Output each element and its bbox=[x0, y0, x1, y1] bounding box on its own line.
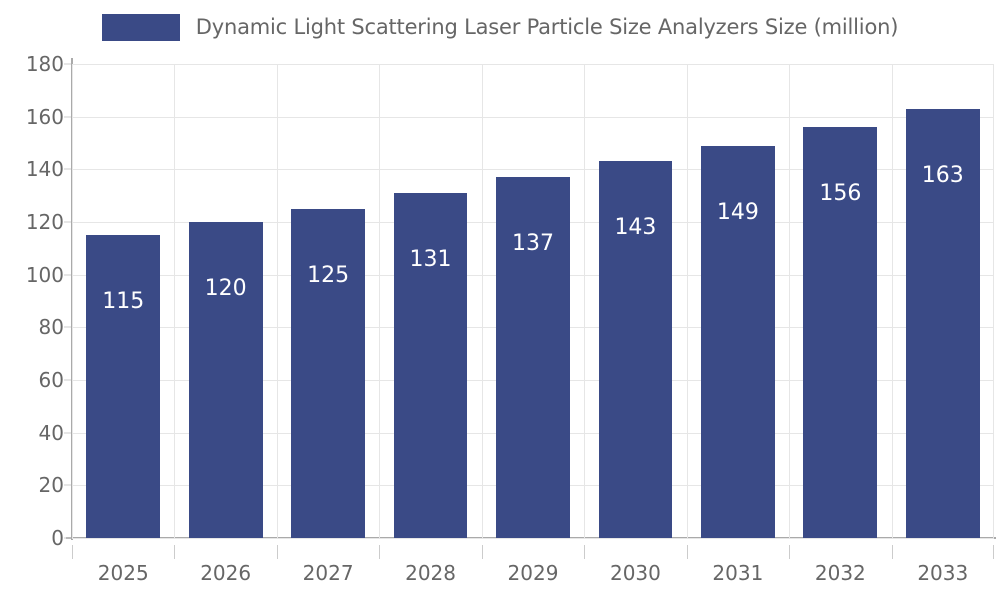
bar-value-label: 163 bbox=[921, 162, 964, 188]
x-axis-tick-mark bbox=[174, 545, 176, 559]
y-axis-tick-mark bbox=[64, 379, 71, 381]
y-axis-ticks: 0 20 40 60 80 100 120 140 160 180 bbox=[0, 54, 71, 548]
gridline-vertical bbox=[174, 64, 176, 538]
x-axis-tick-label: 2025 bbox=[97, 561, 149, 585]
gridline-vertical bbox=[789, 64, 791, 538]
legend-label: Dynamic Light Scattering Laser Particle … bbox=[195, 15, 899, 39]
y-axis-tick-label: 140 bbox=[25, 157, 64, 182]
x-axis-tick-label: 2027 bbox=[302, 561, 354, 585]
gridline-vertical bbox=[276, 64, 278, 538]
bar-value-label: 120 bbox=[204, 276, 247, 301]
y-axis-tick-label: 180 bbox=[25, 52, 64, 76]
x-axis-tick-label: 2030 bbox=[609, 561, 661, 585]
bar-value-label: 156 bbox=[819, 181, 862, 207]
y-axis-tick-mark bbox=[64, 432, 71, 434]
x-axis-tick-label: 2026 bbox=[200, 561, 252, 585]
y-axis-tick-mark bbox=[64, 168, 71, 170]
x-axis-tick-mark bbox=[379, 545, 381, 559]
x-axis-tick-mark bbox=[276, 545, 278, 559]
bar-value-label: 115 bbox=[102, 289, 145, 315]
gridline-horizontal bbox=[72, 64, 994, 65]
gridline-horizontal bbox=[72, 116, 994, 118]
bar[interactable]: 137 bbox=[496, 177, 570, 538]
gridline-vertical bbox=[379, 64, 381, 538]
bar[interactable]: 131 bbox=[393, 193, 468, 538]
bar-value-label: 137 bbox=[511, 231, 554, 257]
gridline-vertical bbox=[584, 64, 586, 538]
y-axis-tick-label: 160 bbox=[25, 104, 64, 129]
gridline-horizontal bbox=[72, 169, 994, 171]
bar[interactable]: 115 bbox=[86, 235, 161, 538]
x-axis-tick-label: 2032 bbox=[814, 561, 866, 585]
gridline-vertical bbox=[72, 64, 73, 538]
y-axis-tick-mark bbox=[64, 537, 71, 539]
y-axis-tick-mark bbox=[64, 326, 71, 328]
x-axis-tick-label: 2029 bbox=[507, 561, 559, 585]
bar[interactable]: 156 bbox=[803, 127, 878, 538]
x-axis-tick-mark bbox=[72, 545, 73, 559]
legend-color-swatch bbox=[101, 13, 180, 41]
y-axis-tick-label: 40 bbox=[38, 420, 64, 445]
bar[interactable]: 125 bbox=[291, 208, 365, 538]
bar-value-label: 125 bbox=[307, 262, 350, 288]
legend-item[interactable]: Dynamic Light Scattering Laser Particle … bbox=[101, 13, 899, 41]
bar-value-label: 143 bbox=[614, 215, 657, 241]
y-axis-tick-mark bbox=[64, 116, 71, 118]
x-axis-tick-mark bbox=[891, 545, 893, 559]
y-axis-tick-label: 80 bbox=[38, 315, 64, 340]
x-axis-tick-label: 2031 bbox=[712, 561, 764, 585]
y-axis-tick-mark bbox=[64, 484, 71, 486]
x-axis-tick-mark bbox=[686, 545, 688, 559]
bar-value-label: 149 bbox=[716, 199, 759, 225]
gridline-vertical bbox=[686, 64, 688, 538]
bar[interactable]: 120 bbox=[188, 222, 263, 538]
bar-value-label: 131 bbox=[409, 247, 452, 273]
y-axis-tick-label: 120 bbox=[25, 210, 64, 234]
x-axis-tick-mark bbox=[789, 545, 791, 559]
x-axis-tick-mark bbox=[993, 545, 994, 559]
gridline-vertical bbox=[891, 64, 893, 538]
plot-area: 115 120 125 131 137 143 149 156 163 bbox=[72, 64, 994, 539]
x-axis-tick-mark bbox=[481, 545, 483, 559]
x-axis-tick-label: 2028 bbox=[405, 561, 456, 585]
x-axis-tick-label: 2033 bbox=[917, 561, 969, 585]
y-axis-tick-label: 20 bbox=[38, 473, 64, 498]
gridline-vertical bbox=[993, 64, 994, 538]
gridline-horizontal bbox=[72, 538, 994, 539]
chart-legend: Dynamic Light Scattering Laser Particle … bbox=[0, 0, 1000, 54]
y-axis-tick-mark bbox=[64, 221, 71, 223]
x-axis-tick-mark bbox=[584, 545, 586, 559]
bar[interactable]: 143 bbox=[598, 161, 673, 538]
bar[interactable]: 149 bbox=[701, 145, 775, 538]
y-axis-tick-label: 0 bbox=[51, 526, 64, 550]
gridline-vertical bbox=[481, 64, 483, 538]
bar[interactable]: 163 bbox=[905, 108, 980, 538]
y-axis-tick-label: 100 bbox=[25, 262, 64, 287]
y-axis-tick-mark bbox=[64, 274, 71, 276]
y-axis-tick-label: 60 bbox=[38, 368, 64, 392]
y-axis-tick-mark bbox=[64, 63, 71, 65]
x-axis-ticks: 2025 2026 2027 2028 2029 2030 2031 2032 2033 bbox=[72, 545, 994, 595]
